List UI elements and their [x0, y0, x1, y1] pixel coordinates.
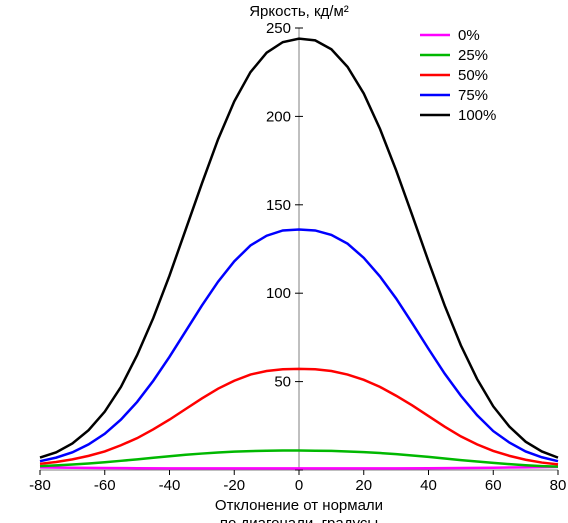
y-axis-label: Яркость, кд/м²: [249, 3, 349, 20]
legend-label: 0%: [458, 27, 480, 44]
y-tick-label: 100: [266, 285, 291, 302]
x-tick-label: 0: [295, 477, 303, 494]
legend-label: 25%: [458, 47, 488, 64]
y-tick-label: 150: [266, 197, 291, 214]
y-tick-label: 200: [266, 108, 291, 125]
x-tick-label: -40: [159, 477, 181, 494]
x-axis-label-2: по диагонали, градусы: [220, 515, 378, 523]
x-tick-label: 80: [550, 477, 567, 494]
legend-label: 50%: [458, 67, 488, 84]
legend-label: 100%: [458, 107, 496, 124]
y-tick-label: 50: [274, 374, 291, 391]
x-tick-label: 40: [420, 477, 437, 494]
x-tick-label: -60: [94, 477, 116, 494]
legend-label: 75%: [458, 87, 488, 104]
x-tick-label: 60: [485, 477, 502, 494]
x-axis-label-1: Отклонение от нормали: [215, 497, 383, 514]
luminance-chart: -80 -60 -40 -20 0 20 40 60 80 50 100 150 200 250Яркос…: [0, 0, 568, 523]
x-tick-label: -20: [223, 477, 245, 494]
x-tick-label: 20: [355, 477, 372, 494]
x-tick-label: -80: [29, 477, 51, 494]
y-tick-label: 250: [266, 20, 291, 37]
